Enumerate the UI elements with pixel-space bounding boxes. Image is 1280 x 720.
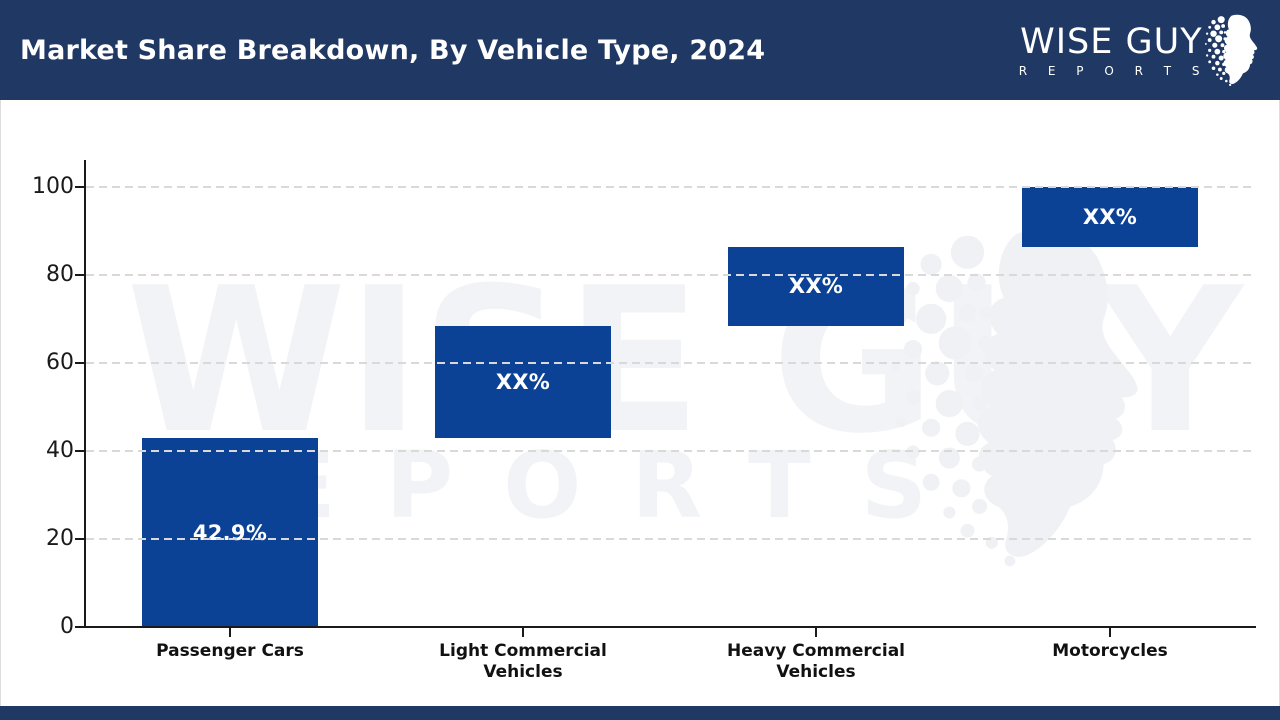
x-category-label: Light Commercial Vehicles <box>373 641 673 683</box>
gridline <box>86 538 1256 540</box>
x-category-label: Motorcycles <box>960 641 1260 662</box>
y-tick-mark <box>75 450 84 452</box>
bar-value-label: XX% <box>1082 204 1138 229</box>
x-category-label: Passenger Cars <box>80 641 380 662</box>
page-title: Market Share Breakdown, By Vehicle Type,… <box>20 34 766 66</box>
dotted-head-profile-icon <box>1202 13 1266 87</box>
y-axis-line <box>84 160 86 628</box>
header-bar: Market Share Breakdown, By Vehicle Type,… <box>0 0 1280 100</box>
y-tick-label: 20 <box>46 526 74 551</box>
bar: XX% <box>435 326 611 439</box>
left-border <box>0 100 1 720</box>
x-axis-line <box>84 626 1256 628</box>
footer-bar <box>0 706 1280 720</box>
y-tick-mark <box>75 626 84 628</box>
gridline <box>86 186 1256 188</box>
x-tick-mark <box>229 628 231 637</box>
y-tick-mark <box>75 538 84 540</box>
bar: XX% <box>728 246 904 327</box>
x-category-label-line: Vehicles <box>483 662 563 682</box>
gridline <box>86 450 1256 452</box>
brand-subtitle: R E P O R T S <box>1018 63 1208 78</box>
gridline <box>86 274 1256 276</box>
x-category-label-line: Motorcycles <box>1052 641 1168 661</box>
x-tick-mark <box>815 628 817 637</box>
y-tick-label: 60 <box>46 350 74 375</box>
x-category-label: Heavy Commercial Vehicles <box>666 641 966 683</box>
y-tick-mark <box>75 186 84 188</box>
y-tick-label: 0 <box>60 614 74 639</box>
x-category-label-line: Heavy Commercial <box>726 641 905 661</box>
brand-logo-text: WISE GUY R E P O R T S <box>1015 23 1208 78</box>
x-tick-mark <box>522 628 524 637</box>
y-tick-label: 40 <box>46 438 74 463</box>
y-tick-mark <box>75 362 84 364</box>
x-category-label-line: Passenger Cars <box>156 641 304 661</box>
bar: XX% <box>1022 187 1198 247</box>
bar-value-label: XX% <box>495 370 551 395</box>
gridline <box>86 362 1256 364</box>
brand-logo: WISE GUY R E P O R T S <box>1015 6 1266 94</box>
bar: 42.9% <box>142 438 318 627</box>
y-tick-mark <box>75 274 84 276</box>
x-category-label-line: Vehicles <box>776 662 856 682</box>
bar-value-label: 42.9% <box>192 520 268 545</box>
y-tick-label: 100 <box>32 174 74 199</box>
x-category-label-line: Light Commercial <box>439 641 607 661</box>
brand-name: WISE GUY <box>1020 21 1203 62</box>
y-tick-label: 80 <box>46 262 74 287</box>
bar-value-label: XX% <box>788 274 844 299</box>
x-tick-mark <box>1109 628 1111 637</box>
